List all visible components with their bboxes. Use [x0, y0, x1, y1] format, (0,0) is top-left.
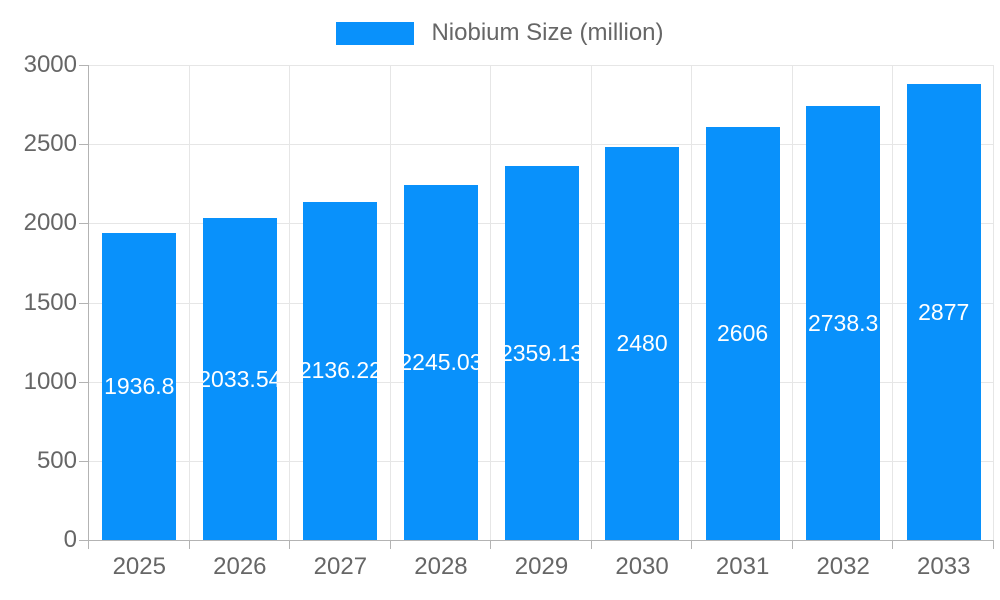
legend-label: Niobium Size (million)	[431, 19, 664, 46]
x-axis-tick	[892, 540, 894, 549]
x-axis-tick	[389, 540, 391, 549]
gridline-vertical	[490, 65, 492, 540]
bar-value-label: 1936.8	[104, 373, 175, 400]
x-tick-label-2025: 2025	[112, 553, 166, 580]
x-tick-label-2031: 2031	[715, 553, 770, 580]
gridline-vertical	[389, 65, 391, 540]
x-tick-label-2032: 2032	[816, 553, 870, 580]
bar-2030[interactable]: 2480	[605, 147, 680, 540]
gridline-vertical	[289, 65, 291, 540]
gridline-vertical	[892, 65, 894, 540]
y-axis-tick	[79, 460, 89, 462]
gridline-vertical	[791, 65, 793, 540]
legend-swatch-icon	[336, 21, 415, 45]
bar-2025[interactable]: 1936.8	[102, 233, 177, 540]
x-tick-label-2026: 2026	[213, 553, 267, 580]
y-axis-tick	[79, 302, 89, 304]
y-tick-label: 0	[63, 526, 77, 553]
y-tick-label: 1000	[23, 367, 77, 395]
bar-value-label: 2136.22	[303, 357, 378, 384]
y-axis-tick	[79, 65, 89, 66]
bar-2031[interactable]: 2606	[705, 127, 780, 540]
gridline-vertical	[188, 65, 190, 540]
bar-value-label: 2480	[616, 330, 668, 357]
bar-value-label: 2033.54	[202, 365, 277, 392]
y-tick-label: 3000	[23, 51, 77, 78]
bar-value-label: 2877	[918, 298, 970, 325]
x-tick-label-2030: 2030	[615, 553, 669, 580]
x-tick-label-2029: 2029	[514, 553, 569, 580]
y-tick-label: 500	[36, 446, 77, 474]
x-axis-tick	[188, 540, 190, 549]
y-axis-tick	[79, 381, 89, 383]
bar-value-label: 2245.03	[403, 348, 478, 375]
bar-2026[interactable]: 2033.54	[202, 218, 277, 540]
bar-value-label: 2359.13	[504, 339, 579, 366]
gridline-vertical	[691, 65, 693, 540]
y-tick-label: 1500	[23, 288, 77, 316]
x-tick-label-2028: 2028	[414, 553, 468, 580]
bar-2032[interactable]: 2738.3	[806, 106, 881, 540]
x-tick-label-2033: 2033	[917, 553, 971, 580]
legend[interactable]: Niobium Size (million)	[0, 19, 1000, 47]
bar-2029[interactable]: 2359.13	[504, 166, 579, 540]
gridline-horizontal	[89, 144, 994, 146]
x-axis-tick	[490, 540, 492, 549]
gridline-horizontal	[89, 65, 994, 66]
y-axis-tick	[79, 144, 89, 146]
y-tick-label: 2000	[23, 209, 77, 237]
x-axis-tick	[88, 540, 89, 549]
bar-2028[interactable]: 2245.03	[403, 184, 478, 540]
bar-2027[interactable]: 2136.22	[303, 201, 378, 540]
x-axis-tick	[289, 540, 291, 549]
y-axis-tick	[79, 223, 89, 225]
x-axis-tick	[993, 540, 994, 549]
x-tick-label-2027: 2027	[313, 553, 368, 580]
bar-value-label: 2738.3	[807, 309, 879, 336]
bar-2033[interactable]: 2877	[906, 84, 981, 540]
plot-area: 0 500 1000 1500 2000 2500 3000 1936.8 2025 2033.5…	[24, 51, 994, 580]
y-tick-label: 2500	[23, 130, 77, 158]
gridline-vertical	[993, 65, 994, 540]
x-axis-tick	[691, 540, 693, 549]
bar-value-label: 2606	[717, 320, 769, 347]
x-axis-tick	[791, 540, 793, 549]
gridline-vertical	[590, 65, 592, 540]
x-axis-tick	[590, 540, 592, 549]
y-axis-tick	[79, 540, 89, 541]
